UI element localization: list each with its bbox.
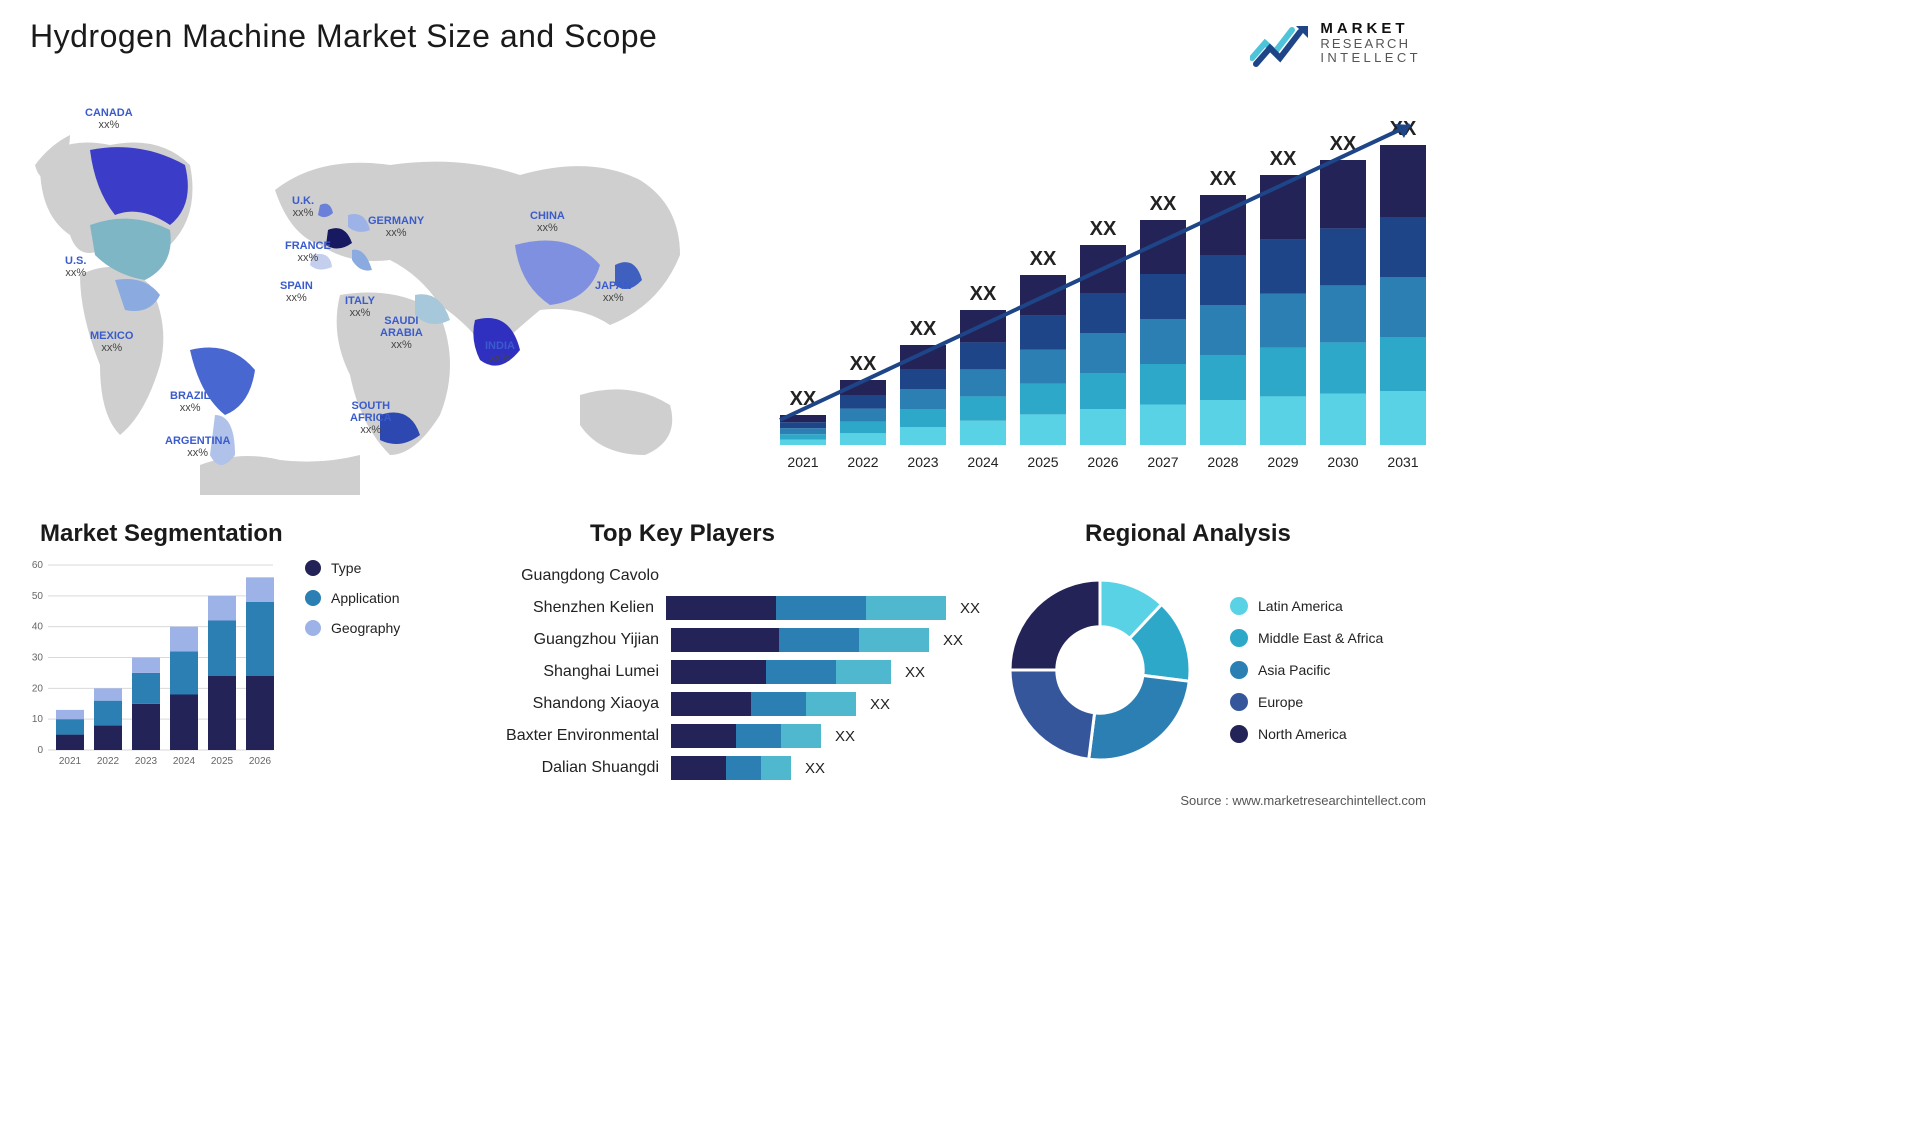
regional-title: Regional Analysis — [1085, 520, 1291, 548]
svg-text:2022: 2022 — [97, 756, 120, 767]
svg-text:2026: 2026 — [249, 756, 272, 767]
regional-legend-item: Latin America — [1230, 597, 1383, 615]
map-label: CHINAxx% — [530, 210, 565, 234]
regional-legend: Latin America Middle East & Africa Asia Pa… — [1230, 597, 1383, 743]
key-player-name: Baxter Environmental — [470, 727, 665, 745]
map-label: GERMANYxx% — [368, 215, 424, 239]
svg-text:XX: XX — [970, 283, 997, 305]
key-player-bar — [666, 596, 946, 620]
map-label: U.K.xx% — [292, 195, 314, 219]
regional-legend-item: Middle East & Africa — [1230, 629, 1383, 647]
key-player-name: Shenzhen Kelien — [470, 599, 660, 617]
regional-legend-item: Asia Pacific — [1230, 661, 1383, 679]
segmentation-legend: Type Application Geography — [305, 560, 400, 636]
key-player-bar — [671, 724, 821, 748]
svg-text:2031: 2031 — [1387, 454, 1418, 470]
key-player-row: Dalian Shuangdi XX — [470, 752, 980, 784]
key-player-value: XX — [835, 728, 855, 745]
key-player-bar — [671, 660, 891, 684]
map-label: SAUDIARABIAxx% — [380, 315, 423, 351]
svg-text:2026: 2026 — [1087, 454, 1118, 470]
svg-text:30: 30 — [32, 653, 44, 664]
key-player-value: XX — [905, 664, 925, 681]
svg-text:10: 10 — [32, 714, 44, 725]
logo-line2: RESEARCH — [1320, 37, 1421, 51]
map-label: SPAINxx% — [280, 280, 313, 304]
key-player-value: XX — [960, 600, 980, 617]
svg-text:XX: XX — [1030, 248, 1057, 270]
map-label: BRAZILxx% — [170, 390, 210, 414]
key-player-value: XX — [943, 632, 963, 649]
key-player-value: XX — [805, 760, 825, 777]
key-player-name: Shandong Xiaoya — [470, 695, 665, 713]
svg-text:XX: XX — [1150, 193, 1177, 215]
key-players-chart: Guangdong CavoloShenzhen KelienXXGuangzh… — [470, 560, 980, 800]
segmentation-title: Market Segmentation — [40, 520, 283, 548]
segmentation-legend-item: Geography — [305, 620, 400, 636]
key-players-title: Top Key Players — [590, 520, 775, 548]
regional-chart: Latin America Middle East & Africa Asia Pa… — [1000, 560, 1440, 780]
map-label: MEXICOxx% — [90, 330, 133, 354]
svg-text:2024: 2024 — [173, 756, 196, 767]
segmentation-legend-item: Application — [305, 590, 400, 606]
key-player-name: Shanghai Lumei — [470, 663, 665, 681]
key-player-row: Guangzhou Yijian XX — [470, 624, 980, 656]
growth-chart: XX 2021 XX 2022 XX 2023 XX 2024 XX 2025 XX 2026 XX 20… — [770, 110, 1430, 480]
segmentation-legend-item: Type — [305, 560, 400, 576]
key-player-name: Guangdong Cavolo — [470, 567, 665, 585]
key-player-name: Guangzhou Yijian — [470, 631, 665, 649]
svg-text:20: 20 — [32, 683, 44, 694]
source-text: Source : www.marketresearchintellect.com — [1180, 793, 1426, 808]
svg-text:XX: XX — [1210, 168, 1237, 190]
svg-text:2023: 2023 — [135, 756, 158, 767]
key-player-row: Guangdong Cavolo — [470, 560, 980, 592]
map-label: U.S.xx% — [65, 255, 86, 279]
map-label: SOUTHAFRICAxx% — [350, 400, 392, 436]
svg-text:2023: 2023 — [907, 454, 938, 470]
key-player-row: Shenzhen Kelien XX — [470, 592, 980, 624]
regional-legend-item: Europe — [1230, 693, 1383, 711]
map-label: ITALYxx% — [345, 295, 375, 319]
svg-text:2030: 2030 — [1327, 454, 1358, 470]
svg-text:2022: 2022 — [847, 454, 878, 470]
svg-text:40: 40 — [32, 622, 44, 633]
svg-text:2021: 2021 — [787, 454, 818, 470]
svg-text:0: 0 — [37, 745, 43, 756]
world-map: CANADAxx% U.S.xx% MEXICOxx% BRAZILxx% ARGENT… — [20, 95, 720, 495]
svg-text:60: 60 — [32, 560, 44, 571]
svg-text:2029: 2029 — [1267, 454, 1298, 470]
key-player-bar — [671, 756, 791, 780]
svg-text:XX: XX — [1270, 148, 1297, 170]
map-label: JAPANxx% — [595, 280, 631, 304]
logo-line3: INTELLECT — [1320, 51, 1421, 65]
key-player-row: Shandong Xiaoya XX — [470, 688, 980, 720]
svg-text:2021: 2021 — [59, 756, 82, 767]
brand-logo: MARKET RESEARCH INTELLECT — [1250, 18, 1421, 68]
key-player-name: Dalian Shuangdi — [470, 759, 665, 777]
key-player-row: Baxter Environmental XX — [470, 720, 980, 752]
page-title: Hydrogen Machine Market Size and Scope — [30, 18, 657, 55]
map-label: CANADAxx% — [85, 107, 133, 131]
logo-line1: MARKET — [1320, 21, 1421, 37]
svg-text:2027: 2027 — [1147, 454, 1178, 470]
key-player-row: Shanghai Lumei XX — [470, 656, 980, 688]
key-player-bar — [671, 628, 929, 652]
svg-text:2025: 2025 — [211, 756, 234, 767]
regional-legend-item: North America — [1230, 725, 1383, 743]
map-label: FRANCExx% — [285, 240, 331, 264]
svg-text:XX: XX — [910, 318, 937, 340]
logo-icon — [1250, 18, 1310, 68]
svg-text:XX: XX — [1090, 218, 1117, 240]
key-player-value: XX — [870, 696, 890, 713]
map-label: INDIAxx% — [485, 340, 515, 364]
map-label: ARGENTINAxx% — [165, 435, 230, 459]
svg-text:50: 50 — [32, 591, 44, 602]
svg-text:2024: 2024 — [967, 454, 998, 470]
segmentation-chart: 0 10 20 30 40 50 60 2021 2022 2023 2024 2025 2026 Ty… — [20, 560, 440, 800]
svg-text:2028: 2028 — [1207, 454, 1238, 470]
svg-text:2025: 2025 — [1027, 454, 1058, 470]
svg-text:XX: XX — [850, 353, 877, 375]
key-player-bar — [671, 692, 856, 716]
